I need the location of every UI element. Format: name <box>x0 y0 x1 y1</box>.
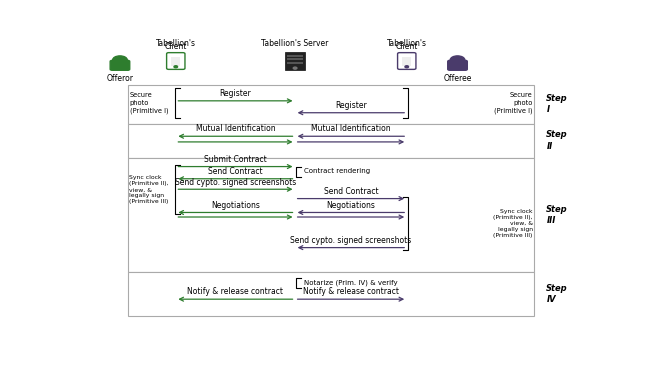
Text: Contract rendering: Contract rendering <box>304 168 370 174</box>
Text: Client: Client <box>396 42 418 51</box>
Bar <box>285 52 305 70</box>
Text: Register: Register <box>219 89 252 98</box>
Text: Send Contract: Send Contract <box>208 167 263 176</box>
Text: Offeree: Offeree <box>443 74 472 83</box>
Text: Offeror: Offeror <box>107 74 134 83</box>
Text: Notify & release contract: Notify & release contract <box>187 287 284 296</box>
Bar <box>128 124 534 158</box>
Text: Step
I: Step I <box>546 94 568 114</box>
Text: Notarize (Prim. IV) & verify: Notarize (Prim. IV) & verify <box>304 280 398 286</box>
Circle shape <box>450 56 465 64</box>
Text: Notify & release contract: Notify & release contract <box>303 287 399 296</box>
Text: Send cypto. signed screenshots: Send cypto. signed screenshots <box>175 178 296 187</box>
Bar <box>287 62 303 64</box>
Text: Client: Client <box>164 42 187 51</box>
FancyBboxPatch shape <box>110 60 130 70</box>
Circle shape <box>174 66 178 68</box>
Bar <box>128 85 534 124</box>
Text: Step
IV: Step IV <box>546 284 568 304</box>
FancyBboxPatch shape <box>166 53 185 70</box>
Text: Send cypto. signed screenshots: Send cypto. signed screenshots <box>290 236 411 245</box>
FancyBboxPatch shape <box>448 60 467 70</box>
Text: Secure
photo
(Primitive I): Secure photo (Primitive I) <box>494 92 533 114</box>
Bar <box>172 57 180 66</box>
Text: Mutual Identification: Mutual Identification <box>311 124 391 134</box>
Text: Mutual Identification: Mutual Identification <box>196 124 275 134</box>
Circle shape <box>113 56 127 64</box>
Bar <box>287 59 303 60</box>
Text: Tabellion's: Tabellion's <box>156 39 196 49</box>
Circle shape <box>293 67 297 69</box>
Bar <box>287 55 303 57</box>
Bar <box>128 272 534 316</box>
Text: Submit Contract: Submit Contract <box>204 155 267 164</box>
Text: Step
II: Step II <box>546 130 568 151</box>
Bar <box>128 158 534 272</box>
Bar <box>402 57 411 66</box>
Text: Sync clock
(Primitive II),
view, &
legally sign
(Primitive III): Sync clock (Primitive II), view, & legal… <box>128 175 168 204</box>
FancyBboxPatch shape <box>398 53 416 70</box>
Text: Step
III: Step III <box>546 205 568 225</box>
Text: Negotiations: Negotiations <box>326 201 375 210</box>
Text: Tabellion's: Tabellion's <box>386 39 427 49</box>
Text: Sync clock
(Primitive II),
view, &
legally sign
(Primitive III): Sync clock (Primitive II), view, & legal… <box>493 209 533 238</box>
Text: Secure
photo
(Primitive I): Secure photo (Primitive I) <box>130 92 168 114</box>
Text: Send Contract: Send Contract <box>324 187 378 196</box>
Text: Tabellion's Server: Tabellion's Server <box>261 39 329 49</box>
Circle shape <box>405 66 409 68</box>
Text: Register: Register <box>335 101 367 110</box>
Text: Negotiations: Negotiations <box>211 201 260 210</box>
